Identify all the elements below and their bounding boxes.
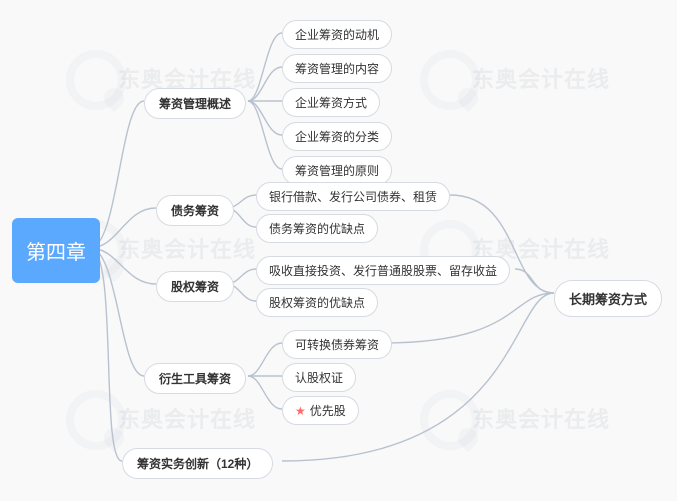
l3-node: 吸收直接投资、发行普通股股票、留存收益 xyxy=(256,256,510,285)
l2-node-derivative: 衍生工具筹资 xyxy=(144,363,246,394)
l3-node-starred: ★优先股 xyxy=(282,396,359,425)
l3-node: 债务筹资的优缺点 xyxy=(256,214,378,243)
watermark-text: 东奥会计在线 xyxy=(472,62,610,94)
l3-node: 筹资管理的原则 xyxy=(282,156,392,185)
right-summary-node: 长期筹资方式 xyxy=(554,280,662,317)
root-label: 第四章 xyxy=(26,242,86,264)
l3-node: 可转换债券筹资 xyxy=(282,330,392,359)
l2-node-equity: 股权筹资 xyxy=(156,271,234,302)
l3-node: 企业筹资的动机 xyxy=(282,20,392,49)
l2-node-overview: 筹资管理概述 xyxy=(144,88,246,119)
l2-node-debt: 债务筹资 xyxy=(156,195,234,226)
star-icon: ★ xyxy=(295,404,306,418)
watermark-text: 东奥会计在线 xyxy=(118,402,256,434)
l3-node: 企业筹资的分类 xyxy=(282,122,392,151)
l3-node: 股权筹资的优缺点 xyxy=(256,288,378,317)
watermark-text: 东奥会计在线 xyxy=(472,402,610,434)
root-node: 第四章 xyxy=(12,218,100,283)
l3-node: 筹资管理的内容 xyxy=(282,54,392,83)
l2-node-innovation: 筹资实务创新（12种） xyxy=(122,448,273,479)
l3-node: 企业筹资方式 xyxy=(282,88,380,117)
l3-node: 认股权证 xyxy=(282,363,356,392)
watermark-text: 东奥会计在线 xyxy=(118,232,256,264)
l3-node: 银行借款、发行公司债券、租赁 xyxy=(256,182,450,211)
